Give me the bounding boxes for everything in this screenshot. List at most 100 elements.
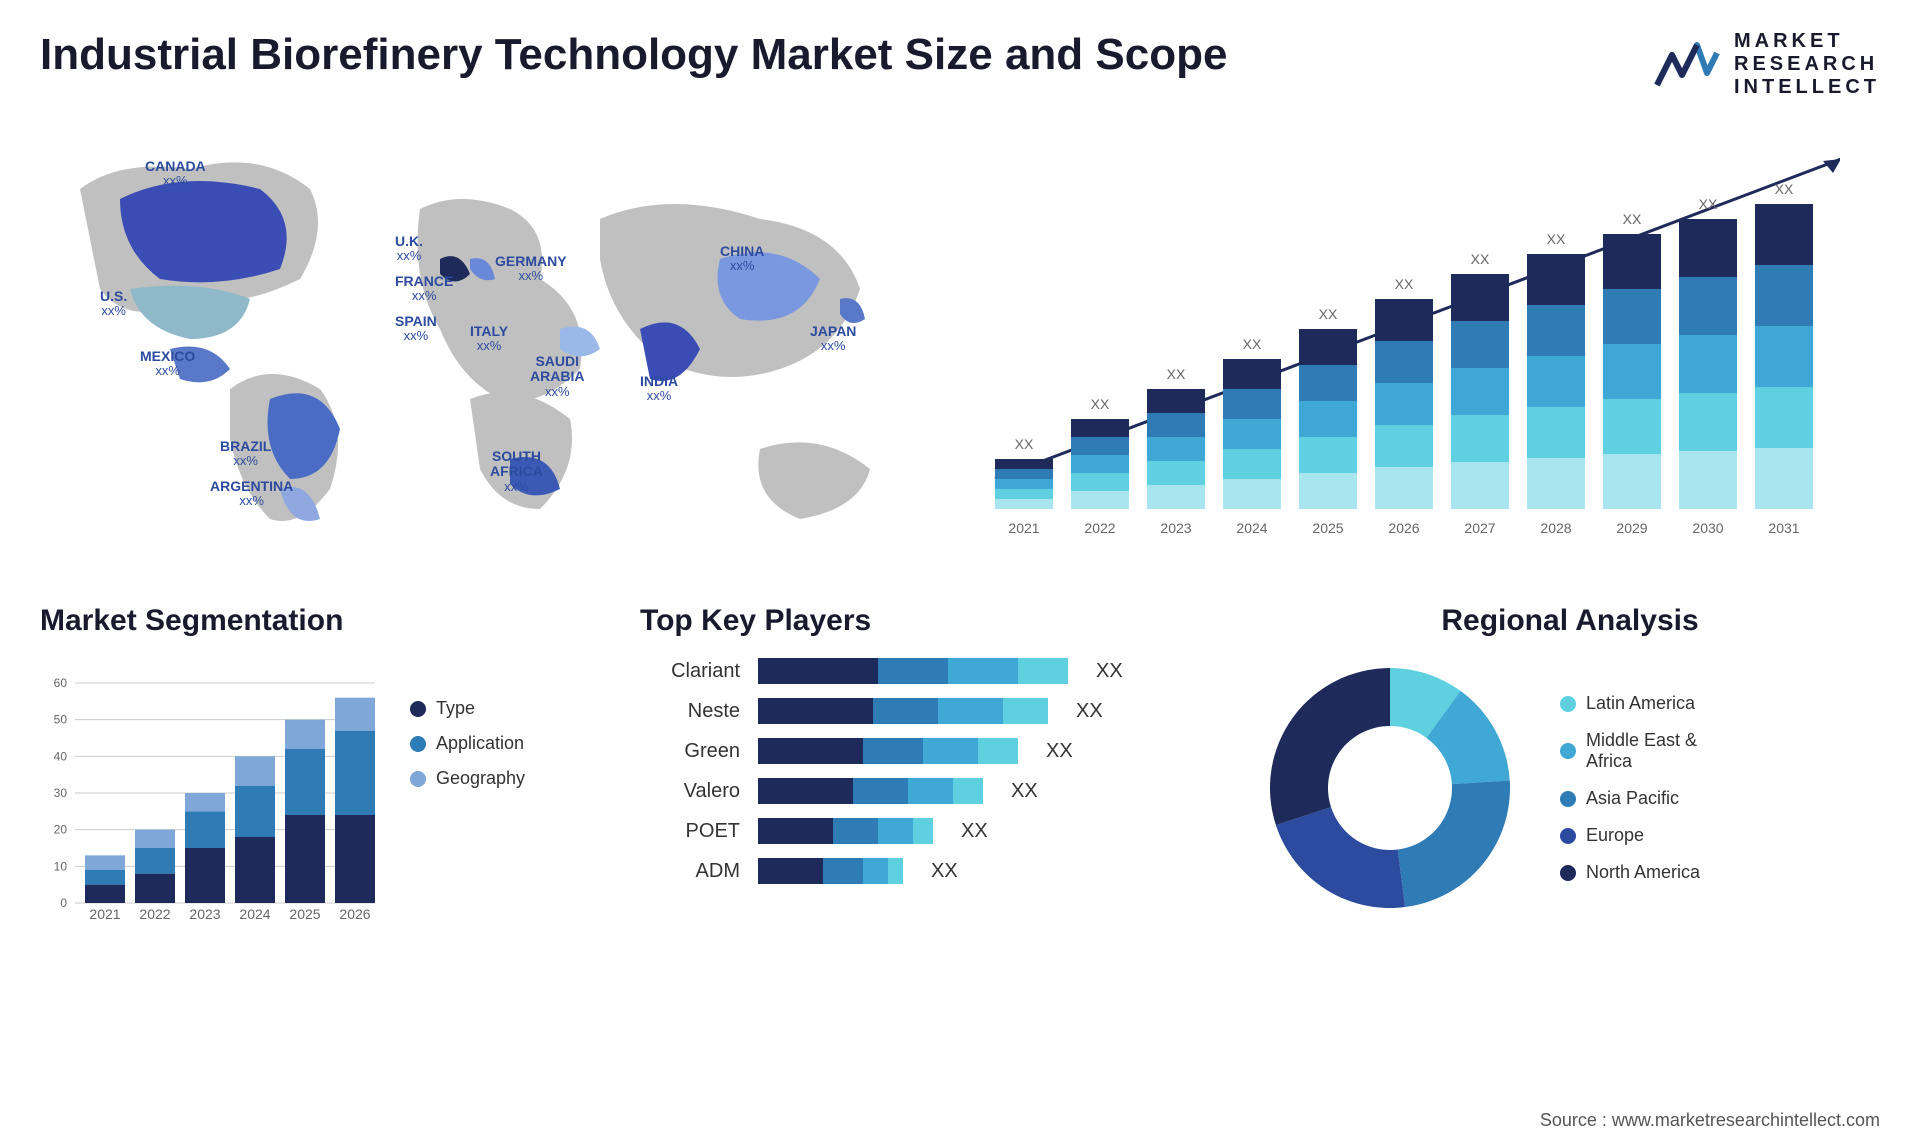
player-row: ADM XX (650, 858, 1220, 884)
segmentation-section: Market Segmentation 01020304050602021202… (40, 604, 600, 928)
legend-item: Europe (1560, 825, 1700, 846)
player-name: POET (650, 820, 740, 843)
svg-text:XX: XX (1091, 396, 1110, 412)
player-bar (758, 738, 1018, 764)
regional-section: Regional Analysis Latin America Middle Ea… (1260, 604, 1880, 928)
svg-text:XX: XX (1471, 251, 1490, 267)
donut-chart (1260, 658, 1520, 918)
player-value: XX (931, 860, 958, 883)
segmentation-title: Market Segmentation (40, 604, 600, 638)
svg-text:40: 40 (54, 749, 68, 763)
map-label: CHINAxx% (720, 244, 764, 274)
svg-text:XX: XX (1015, 436, 1034, 452)
svg-text:2028: 2028 (1540, 520, 1571, 536)
map-label: JAPANxx% (810, 324, 856, 354)
player-bar (758, 818, 933, 844)
player-bar (758, 778, 983, 804)
logo-text-3: INTELLECT (1734, 76, 1880, 99)
map-label: GERMANYxx% (495, 254, 567, 284)
brand-logo: MARKET RESEARCH INTELLECT (1652, 30, 1880, 99)
legend-item: Type (410, 698, 525, 719)
player-row: POET XX (650, 818, 1220, 844)
map-label: SOUTHAFRICAxx% (490, 449, 543, 494)
page-title: Industrial Biorefinery Technology Market… (40, 30, 1227, 80)
svg-text:2030: 2030 (1692, 520, 1723, 536)
svg-text:XX: XX (1699, 196, 1718, 212)
players-list: ClariantXXNesteXXGreenXXValeroXXPOETXXAD… (640, 658, 1220, 884)
player-row: Neste XX (650, 698, 1220, 724)
logo-text-2: RESEARCH (1734, 53, 1880, 76)
map-label: INDIAxx% (640, 374, 678, 404)
player-name: ADM (650, 860, 740, 883)
svg-text:XX: XX (1623, 211, 1642, 227)
svg-text:2022: 2022 (139, 906, 170, 922)
logo-text-1: MARKET (1734, 30, 1880, 53)
svg-text:2024: 2024 (239, 906, 270, 922)
svg-text:2025: 2025 (1312, 520, 1343, 536)
regional-title: Regional Analysis (1260, 604, 1880, 638)
logo-icon (1652, 35, 1722, 95)
svg-text:10: 10 (54, 859, 68, 873)
player-bar (758, 658, 1068, 684)
player-value: XX (1046, 740, 1073, 763)
players-title: Top Key Players (640, 604, 1220, 638)
player-row: Clariant XX (650, 658, 1220, 684)
svg-text:2027: 2027 (1464, 520, 1495, 536)
svg-text:0: 0 (60, 896, 67, 910)
svg-text:60: 60 (54, 676, 68, 690)
player-name: Green (650, 740, 740, 763)
player-name: Neste (650, 700, 740, 723)
world-map: CANADAxx% U.S.xx% MEXICOxx% BRAZILxx% ARGENT… (40, 129, 920, 549)
svg-text:2022: 2022 (1084, 520, 1115, 536)
svg-text:XX: XX (1167, 366, 1186, 382)
svg-text:2025: 2025 (289, 906, 320, 922)
legend-item: Latin America (1560, 693, 1700, 714)
svg-text:2021: 2021 (1008, 520, 1039, 536)
segmentation-legend: Type Application Geography (410, 658, 525, 928)
legend-item: North America (1560, 862, 1700, 883)
player-value: XX (1011, 780, 1038, 803)
svg-text:30: 30 (54, 786, 68, 800)
segmentation-chart: 0102030405060202120222023202420252026 (40, 658, 380, 928)
player-name: Clariant (650, 660, 740, 683)
map-label: SPAINxx% (395, 314, 437, 344)
map-label: ARGENTINAxx% (210, 479, 293, 509)
map-label: CANADAxx% (145, 159, 206, 189)
legend-item: Geography (410, 768, 525, 789)
svg-text:XX: XX (1395, 276, 1414, 292)
player-row: Valero XX (650, 778, 1220, 804)
svg-text:2024: 2024 (1236, 520, 1267, 536)
legend-item: Middle East & Africa (1560, 730, 1700, 772)
svg-text:XX: XX (1243, 336, 1262, 352)
player-value: XX (1076, 700, 1103, 723)
player-name: Valero (650, 780, 740, 803)
player-value: XX (961, 820, 988, 843)
svg-text:2031: 2031 (1768, 520, 1799, 536)
map-label: U.K.xx% (395, 234, 423, 264)
players-section: Top Key Players Clariant XX Neste XX Green XX… (640, 604, 1220, 928)
source-text: Source : www.marketresearchintellect.com (1540, 1110, 1880, 1131)
legend-item: Asia Pacific (1560, 788, 1700, 809)
svg-text:2023: 2023 (189, 906, 220, 922)
svg-text:50: 50 (54, 713, 68, 727)
svg-text:2026: 2026 (339, 906, 370, 922)
map-label: MEXICOxx% (140, 349, 195, 379)
map-label: FRANCExx% (395, 274, 453, 304)
main-chart-svg: XX2021XX2022XX2023XX2024XX2025XX2026XX20… (980, 129, 1840, 549)
svg-text:XX: XX (1775, 181, 1794, 197)
player-bar (758, 858, 903, 884)
player-bar (758, 698, 1048, 724)
svg-text:2029: 2029 (1616, 520, 1647, 536)
svg-text:XX: XX (1319, 306, 1338, 322)
player-row: Green XX (650, 738, 1220, 764)
svg-text:2021: 2021 (89, 906, 120, 922)
map-label: SAUDIARABIAxx% (530, 354, 584, 399)
map-label: U.S.xx% (100, 289, 127, 319)
legend-item: Application (410, 733, 525, 754)
map-label: BRAZILxx% (220, 439, 271, 469)
header: Industrial Biorefinery Technology Market… (40, 30, 1880, 99)
svg-text:XX: XX (1547, 231, 1566, 247)
player-value: XX (1096, 660, 1123, 683)
regional-legend: Latin America Middle East & Africa Asia Pa… (1560, 693, 1700, 883)
svg-text:2023: 2023 (1160, 520, 1191, 536)
